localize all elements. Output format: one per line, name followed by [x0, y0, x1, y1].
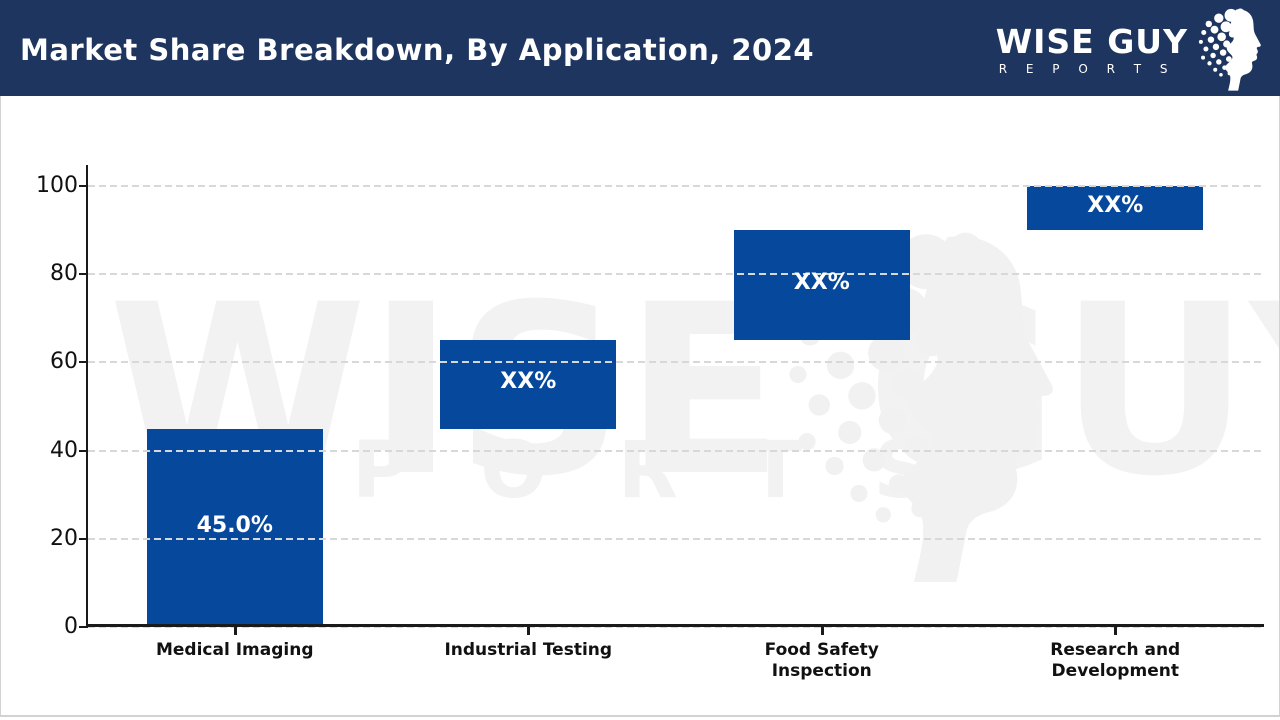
logo-wordmark: WISE GUY	[995, 22, 1188, 61]
y-tick-label: 100	[36, 173, 78, 198]
waterfall-bar	[733, 230, 910, 341]
x-category-label: Food Safety Inspection	[764, 640, 879, 681]
waterfall-bar	[440, 340, 617, 429]
y-tick-mark	[79, 273, 88, 276]
bar-value-label: XX%	[793, 270, 850, 296]
y-tick-label: 80	[50, 261, 78, 287]
y-tick-mark	[79, 449, 88, 452]
y-axis-line	[86, 165, 88, 627]
x-tick-mark	[1114, 625, 1118, 635]
page-title: Market Share Breakdown, By Application, …	[20, 33, 815, 67]
x-category-label: Research and Development	[1050, 640, 1181, 681]
gridline	[88, 449, 1262, 452]
gridline	[88, 361, 1262, 364]
gridline	[88, 273, 1262, 276]
bar-value-label: 45.0%	[196, 512, 273, 538]
x-tick-mark	[233, 625, 237, 635]
gridline	[88, 626, 1262, 628]
logo-subtext: R E P O R T S	[998, 62, 1176, 76]
wiseguy-logo: WISE GUY R E P O R T S	[996, 4, 1272, 92]
y-tick-label: 0	[64, 614, 78, 639]
y-tick-label: 60	[50, 349, 78, 375]
bar-value-label: XX%	[500, 369, 557, 395]
y-tick-mark	[79, 537, 88, 540]
x-tick-mark	[527, 625, 531, 635]
header-bar: Market Share Breakdown, By Application, …	[0, 0, 1280, 96]
logo-text: WISE GUY R E P O R T S	[995, 22, 1188, 77]
y-tick-mark	[79, 185, 88, 187]
y-tick-mark	[79, 361, 88, 364]
y-tick-mark	[79, 626, 88, 628]
logo-face-icon	[1198, 8, 1261, 91]
waterfall-bar	[1027, 186, 1204, 231]
bar-value-label: XX%	[1087, 193, 1144, 219]
y-tick-label: 20	[50, 525, 78, 551]
gridline	[88, 537, 1262, 540]
gridline	[88, 185, 1262, 187]
y-tick-label: 40	[50, 437, 78, 463]
waterfall-bar	[146, 428, 323, 627]
x-category-label: Medical Imaging	[155, 640, 314, 660]
x-category-label: Industrial Testing	[444, 640, 613, 660]
x-axis-line	[86, 624, 1264, 627]
x-tick-mark	[820, 625, 824, 635]
